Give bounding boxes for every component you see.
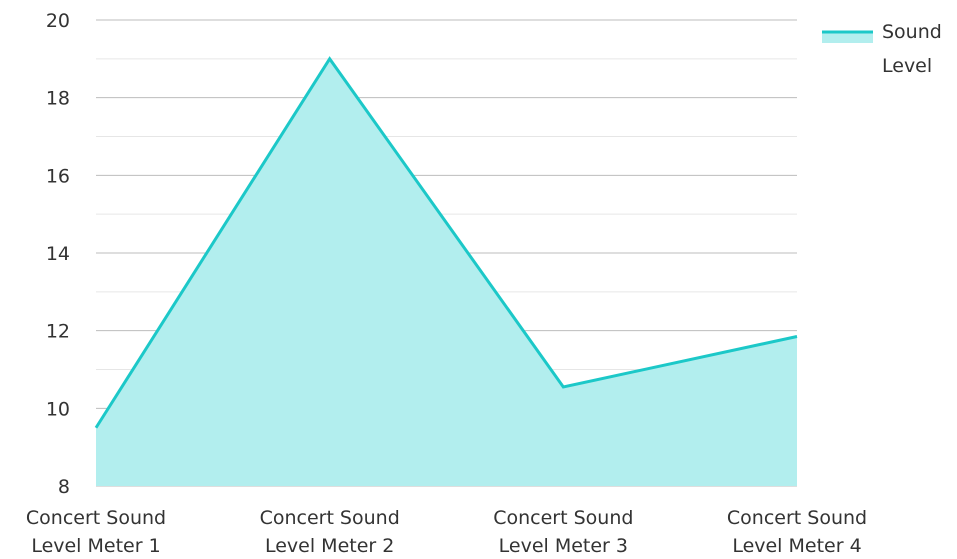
y-tick-label: 10 — [46, 398, 70, 420]
area-fill-sound-level — [96, 58, 797, 486]
legend-swatch — [822, 31, 873, 43]
legend: Sound Level — [822, 21, 942, 77]
x-tick-label: Concert Sound Level Meter 1 — [26, 507, 166, 557]
x-axis: Concert Sound Level Meter 1 Concert Sound L… — [26, 507, 867, 557]
y-tick-label: 12 — [46, 321, 70, 343]
y-axis: 8 10 12 14 16 18 20 — [46, 10, 70, 498]
y-tick-label: 14 — [46, 243, 70, 265]
series-line-sound-level — [94, 56, 798, 429]
x-tick-label: Concert Sound Level Meter 4 — [727, 507, 867, 557]
y-tick-label: 18 — [46, 88, 70, 110]
y-tick-label: 20 — [46, 10, 70, 32]
legend-label: Sound Level — [882, 21, 942, 77]
x-tick-label: Concert Sound Level Meter 2 — [260, 507, 400, 557]
y-tick-label: 16 — [46, 165, 70, 187]
y-tick-label: 8 — [58, 476, 70, 498]
x-tick-label: Concert Sound Level Meter 3 — [493, 507, 633, 557]
